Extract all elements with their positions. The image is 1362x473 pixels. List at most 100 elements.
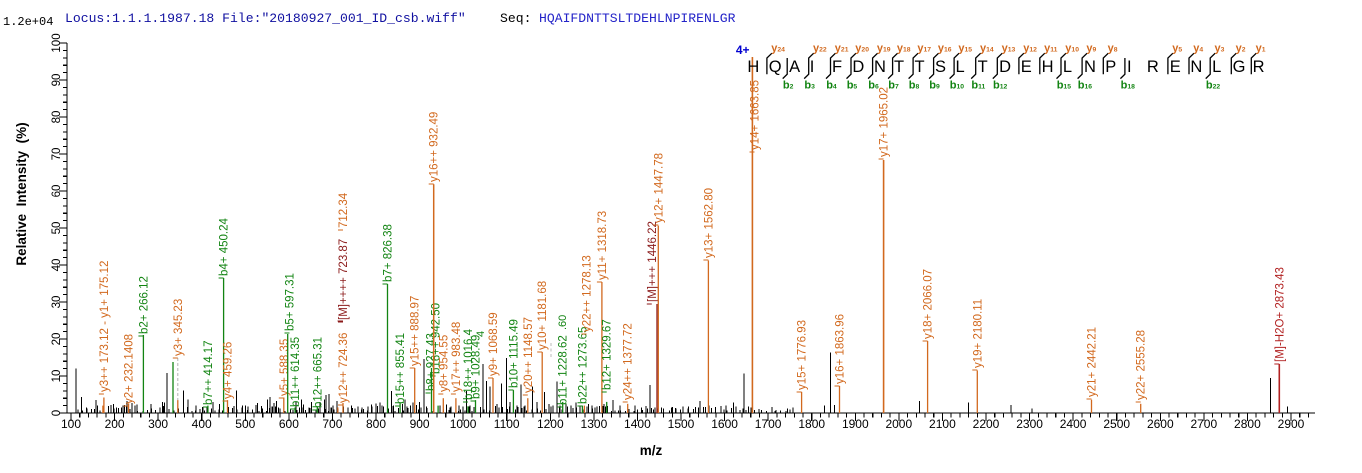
svg-text:Relative Intensity (%): Relative Intensity (%)	[14, 122, 29, 265]
svg-text:y8: y8	[1108, 43, 1118, 55]
svg-text:D: D	[852, 58, 864, 76]
svg-text:200: 200	[105, 417, 125, 431]
svg-text:y22+ 2555.28: y22+ 2555.28	[1136, 330, 1148, 400]
svg-text:y22++ 1278.13: y22++ 1278.13	[582, 255, 594, 332]
svg-text:y8+ 954.55: y8+ 954.55	[438, 335, 450, 392]
svg-text:y17++ 983.48: y17++ 983.48	[451, 322, 463, 392]
svg-text:y15++ 888.97: y15++ 888.97	[410, 296, 422, 366]
svg-text:y11+ 1318.73: y11+ 1318.73	[597, 211, 609, 280]
svg-text:.60: .60	[557, 315, 569, 330]
svg-text:2900: 2900	[1278, 417, 1305, 431]
svg-text:b5: b5	[847, 79, 858, 91]
svg-text:y21+ 2442.21: y21+ 2442.21	[1087, 327, 1099, 397]
svg-text:b22++ 1273.65: b22++ 1273.65	[577, 327, 589, 404]
svg-text:y3++ 173.12 - y1+ 175.12: y3++ 173.12 - y1+ 175.12	[99, 261, 111, 392]
svg-text:HQAIFDNTTSLTDEHLNPIRENLGR: HQAIFDNTTSLTDEHLNPIRENLGR	[539, 11, 736, 26]
svg-text:1000: 1000	[450, 417, 477, 431]
svg-text:b4: b4	[826, 79, 837, 91]
svg-text:y1: y1	[1256, 43, 1266, 55]
svg-text:60: 60	[51, 185, 63, 198]
svg-text:2500: 2500	[1103, 417, 1130, 431]
svg-text:[M]-H2O+ 2873.43: [M]-H2O+ 2873.43	[1274, 267, 1286, 362]
svg-text:1300: 1300	[581, 417, 608, 431]
svg-text:y20++ 1148.57: y20++ 1148.57	[523, 317, 535, 393]
svg-text:y18+ 2066.07: y18+ 2066.07	[923, 269, 935, 339]
svg-text:b7+ 826.38: b7+ 826.38	[383, 224, 395, 282]
svg-text:[M]++++ 723.87: [M]++++ 723.87	[338, 239, 350, 320]
svg-text:500: 500	[235, 417, 255, 431]
svg-text:Seq:: Seq:	[500, 11, 531, 26]
svg-text:0: 0	[51, 410, 63, 416]
svg-text:R: R	[1253, 58, 1265, 76]
svg-text:y14+ 1663.85: y14+ 1663.85	[750, 80, 762, 150]
svg-text:1500: 1500	[668, 417, 695, 431]
svg-text:y4: y4	[1193, 43, 1203, 55]
svg-text:N: N	[874, 58, 886, 76]
svg-text:H: H	[1042, 58, 1054, 76]
svg-text:F: F	[832, 58, 842, 76]
svg-text:b2: b2	[783, 79, 794, 91]
svg-text:800: 800	[366, 417, 386, 431]
svg-text:2100: 2100	[929, 417, 956, 431]
svg-text:b15++ 855.41: b15++ 855.41	[395, 333, 407, 404]
svg-text:y3: y3	[1215, 43, 1225, 55]
svg-text:70: 70	[51, 148, 63, 161]
svg-text:1900: 1900	[842, 417, 869, 431]
svg-text:y12++ 724.36: y12++ 724.36	[338, 333, 350, 403]
svg-text:400: 400	[192, 417, 212, 431]
svg-text:T: T	[915, 58, 925, 76]
svg-text:Q: Q	[769, 58, 782, 76]
svg-text:300: 300	[148, 417, 168, 431]
svg-text:712.34: 712.34	[338, 192, 350, 228]
svg-text:T: T	[978, 58, 988, 76]
svg-text:2800: 2800	[1234, 417, 1261, 431]
svg-text:y9+ 1068.59: y9+ 1068.59	[488, 312, 500, 376]
svg-text:[M]+++ 1446.22: [M]+++ 1446.22	[647, 221, 659, 302]
svg-text:N: N	[1190, 58, 1202, 76]
svg-text:m/z: m/z	[640, 443, 663, 458]
svg-text:700: 700	[322, 417, 342, 431]
svg-text:b9: b9	[929, 79, 940, 91]
svg-text:2700: 2700	[1190, 417, 1217, 431]
svg-text:y10+ 1181.68: y10+ 1181.68	[537, 281, 549, 350]
svg-text:y5+ 588.35: y5+ 588.35	[279, 339, 291, 396]
svg-text:b11++ 614.35: b11++ 614.35	[290, 337, 302, 407]
svg-text:2300: 2300	[1016, 417, 1043, 431]
svg-text:y5: y5	[1172, 43, 1182, 55]
svg-text:b8: b8	[909, 79, 920, 91]
svg-text:1.2e+04: 1.2e+04	[3, 15, 53, 29]
svg-text:100: 100	[51, 33, 63, 52]
svg-text:y2: y2	[1236, 43, 1246, 55]
svg-text:4+: 4+	[736, 43, 750, 57]
svg-text:L: L	[956, 58, 965, 76]
svg-text:30: 30	[51, 296, 63, 309]
svg-text:E: E	[1170, 58, 1181, 76]
svg-text:4: 4	[475, 331, 487, 337]
svg-text:L: L	[1063, 58, 1072, 76]
svg-text:T: T	[894, 58, 904, 76]
svg-text:b6: b6	[868, 79, 879, 91]
svg-text:y9: y9	[1086, 43, 1096, 55]
svg-text:y17+ 1965.02: y17+ 1965.02	[879, 87, 891, 157]
svg-text:b8+ 927.43: b8+ 927.43	[426, 333, 438, 391]
svg-text:I: I	[1127, 58, 1132, 76]
svg-text:1100: 1100	[494, 417, 520, 431]
svg-text:y13+ 1562.80: y13+ 1562.80	[703, 188, 715, 258]
svg-text:2400: 2400	[1060, 417, 1087, 431]
svg-text:b12++ 665.31: b12++ 665.31	[312, 337, 324, 408]
svg-text:E: E	[1021, 58, 1032, 76]
svg-text:b12+ 1329.67: b12+ 1329.67	[602, 319, 614, 390]
svg-text:A: A	[789, 58, 800, 76]
svg-text:b2+ 266.12: b2+ 266.12	[138, 276, 150, 334]
svg-text:b3: b3	[804, 79, 815, 91]
svg-text:1400: 1400	[624, 417, 651, 431]
svg-text:I: I	[810, 58, 815, 76]
svg-text:90: 90	[51, 74, 63, 87]
svg-text:y4+ 459.26: y4+ 459.26	[223, 342, 235, 399]
svg-text:b7++ 414.17: b7++ 414.17	[203, 340, 215, 405]
svg-text:R: R	[1147, 58, 1159, 76]
svg-text:600: 600	[279, 417, 299, 431]
svg-text:80: 80	[51, 111, 63, 124]
svg-text:900: 900	[410, 417, 430, 431]
svg-text:y16++ 932.49: y16++ 932.49	[429, 112, 441, 182]
